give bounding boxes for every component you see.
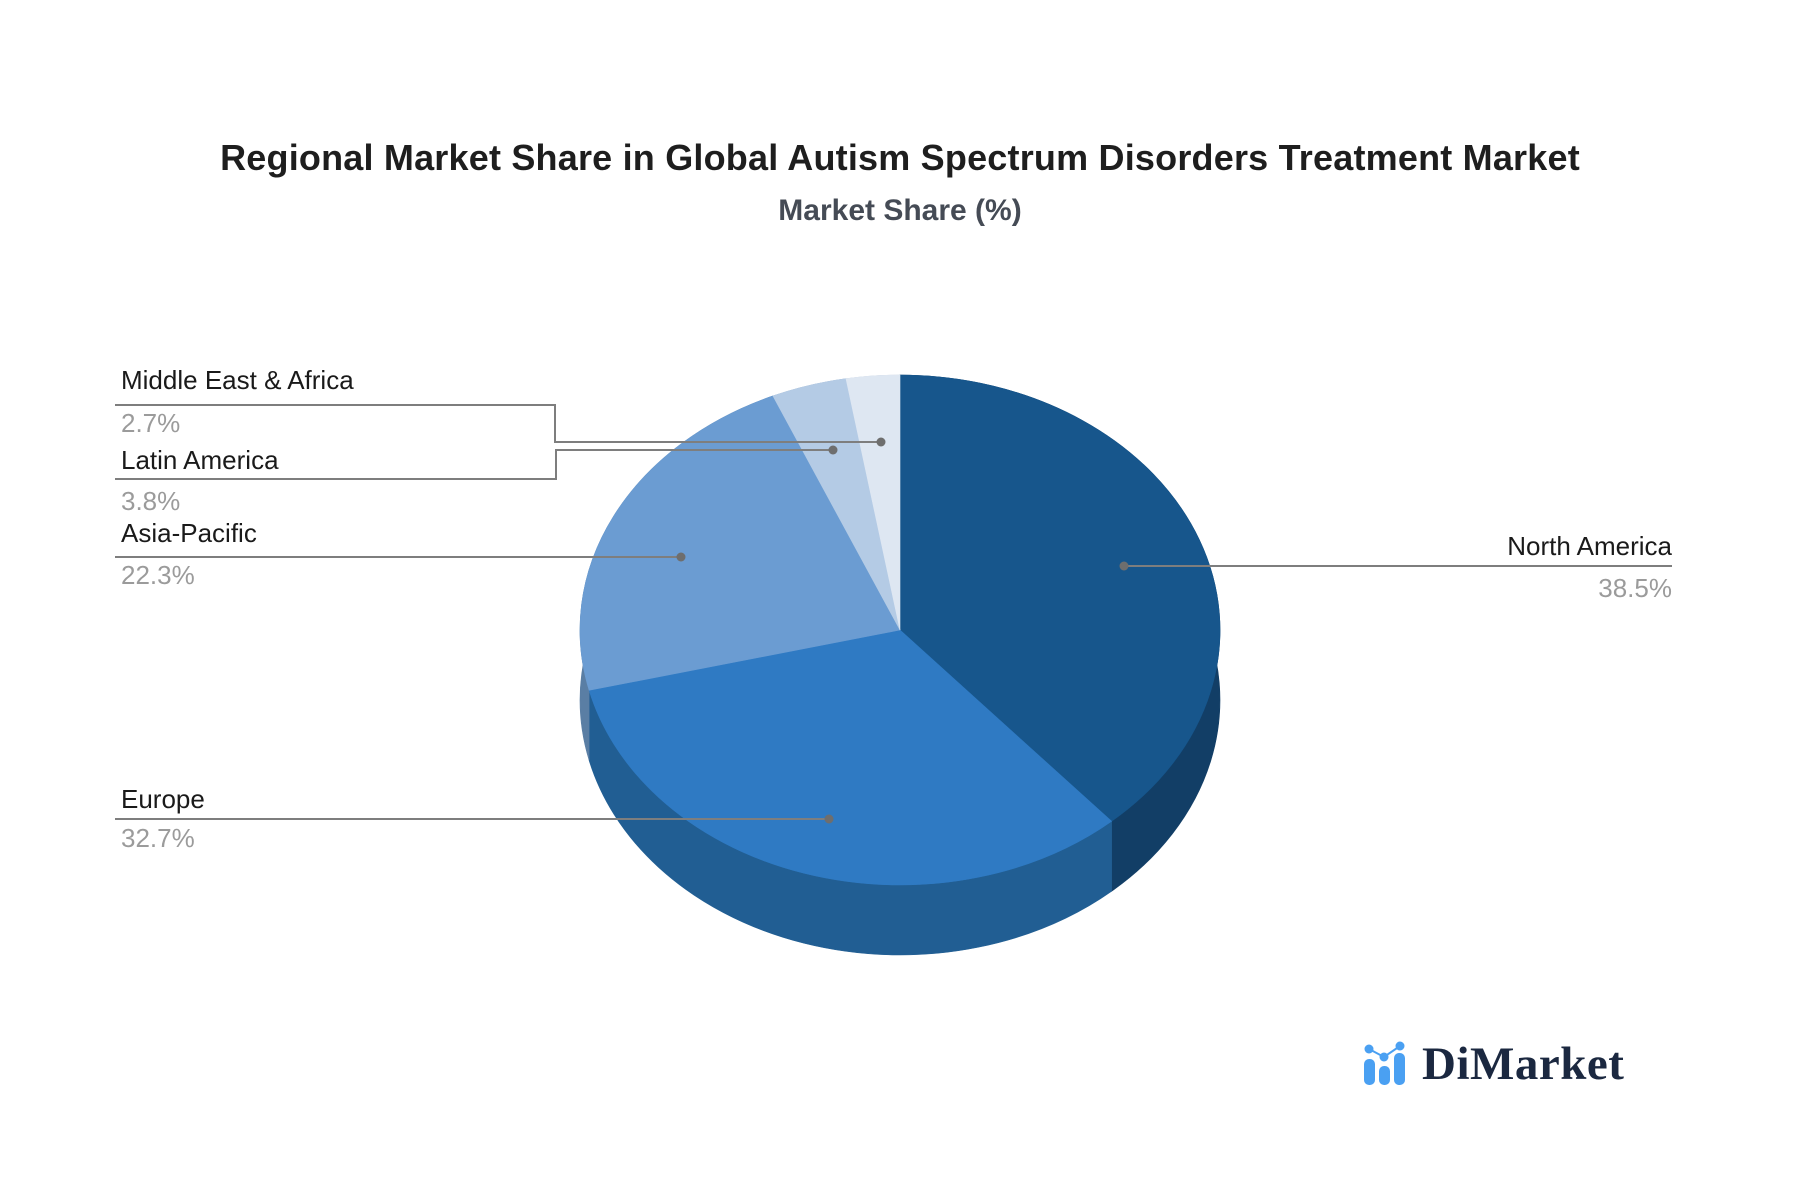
callout-dot-asia-pacific <box>676 552 686 562</box>
slice-label-europe: Europe <box>121 784 205 814</box>
slice-value-north-america: 38.5% <box>1598 573 1672 603</box>
callout-dot-latin-america <box>828 445 838 455</box>
chart-title: Regional Market Share in Global Autism S… <box>220 137 1580 178</box>
pie-slice-middle-east-africa <box>845 374 901 631</box>
callout-lines <box>115 404 1672 824</box>
callout-line-middle-east-africa <box>115 404 881 443</box>
slice-value-asia-pacific: 22.3% <box>121 560 195 590</box>
callout-dot-north-america <box>1119 561 1129 571</box>
slice-value-latin-america: 3.8% <box>121 486 181 516</box>
pie-tops <box>579 374 1221 886</box>
slice-label-north-america: North America <box>1507 531 1672 561</box>
dimarket-logo-icon <box>1364 1041 1405 1085</box>
pie-slice-asia-pacific <box>579 395 901 691</box>
slice-label-asia-pacific: Asia-Pacific <box>121 518 257 548</box>
dimarket-logo: DiMarket <box>1363 1038 1624 1090</box>
slice-value-middle-east-africa: 2.7% <box>121 408 181 438</box>
callout-line-latin-america <box>115 449 833 480</box>
callout-dot-middle-east-africa <box>876 437 886 447</box>
slice-label-middle-east-africa: Middle East & Africa <box>121 365 354 395</box>
chart-subtitle: Market Share (%) <box>778 194 1022 227</box>
slice-label-latin-america: Latin America <box>121 445 279 475</box>
dimarket-logo-text: DiMarket <box>1422 1038 1625 1090</box>
pie-slice-europe <box>588 629 1113 886</box>
callout-dot-europe <box>824 814 834 824</box>
slice-value-europe: 32.7% <box>121 823 195 853</box>
pie-slice-north-america <box>899 374 1221 822</box>
